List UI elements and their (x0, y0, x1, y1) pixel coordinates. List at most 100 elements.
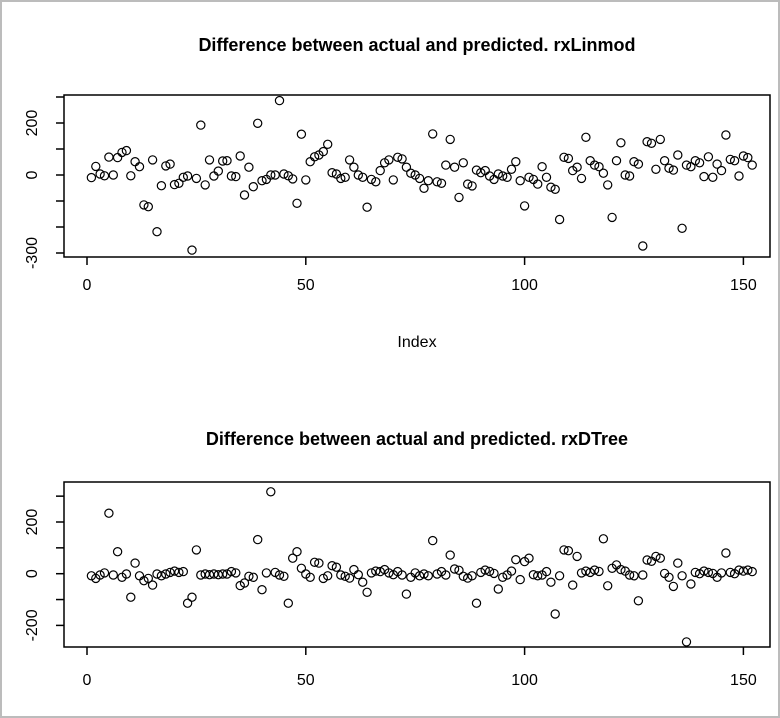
data-point (384, 568, 394, 578)
data-point (169, 179, 180, 190)
data-point (559, 545, 569, 555)
data-point (419, 183, 429, 193)
data-point (358, 577, 368, 587)
data-point (323, 139, 333, 149)
data-point (222, 155, 232, 166)
data-point (655, 134, 666, 145)
data-point (502, 172, 512, 182)
data-point (187, 592, 197, 602)
data-point (568, 580, 578, 590)
data-point (336, 173, 346, 184)
data-point (554, 571, 565, 581)
data-point (441, 570, 451, 580)
data-point (673, 558, 683, 568)
x-tick-label: 150 (730, 672, 757, 689)
data-point (344, 155, 355, 165)
data-point (589, 160, 600, 170)
data-point (489, 568, 499, 579)
data-point (305, 572, 315, 582)
chart-title-rxlinmod: Difference between actual and predicted.… (198, 35, 636, 55)
data-point (388, 175, 398, 185)
data-point (257, 175, 267, 186)
data-point (401, 589, 412, 599)
data-point (139, 575, 149, 586)
data-point (362, 202, 372, 212)
data-point (585, 567, 595, 578)
data-point (598, 168, 609, 178)
data-point (366, 568, 377, 578)
data-point (174, 567, 184, 578)
data-point (546, 577, 556, 587)
data-point (371, 177, 381, 187)
data-point (716, 165, 727, 176)
data-point (288, 553, 298, 563)
data-point (239, 578, 250, 588)
data-point (235, 151, 245, 161)
y-tick-label: -300 (24, 237, 41, 269)
data-point (480, 565, 490, 575)
data-point (314, 558, 324, 568)
data-point (668, 581, 679, 592)
data-point (681, 637, 692, 647)
data-point (506, 164, 517, 174)
data-point (191, 545, 202, 555)
data-point (419, 569, 429, 579)
data-point (104, 152, 114, 162)
data-point (668, 165, 679, 175)
data-point (563, 545, 574, 556)
data-point (196, 120, 206, 130)
data-point (143, 573, 153, 584)
data-point (274, 570, 285, 580)
data-point (743, 152, 753, 163)
data-point (515, 175, 525, 186)
data-point (340, 172, 350, 182)
data-point (126, 592, 136, 602)
data-point (699, 171, 709, 182)
y-axis-ticks: 200 0 -300 (24, 96, 64, 269)
data-point (248, 572, 258, 582)
x-axis-label-index: Index (397, 334, 437, 351)
data-point (305, 156, 315, 167)
data-point (445, 550, 455, 560)
data-point (217, 569, 228, 579)
data-point (725, 154, 736, 165)
data-point (703, 152, 714, 162)
data-points (86, 95, 757, 255)
plot-box (63, 94, 771, 258)
data-point (134, 571, 145, 581)
data-point (231, 171, 241, 182)
data-point (209, 171, 219, 181)
data-point (633, 596, 644, 606)
data-point (336, 570, 346, 580)
data-point (252, 534, 263, 545)
data-point (178, 566, 188, 577)
data-point (147, 155, 158, 165)
data-point (91, 161, 101, 172)
data-point (690, 155, 701, 166)
data-point (266, 170, 276, 180)
data-point (309, 557, 320, 567)
data-point (182, 598, 193, 608)
data-point (458, 158, 468, 168)
data-point (664, 163, 674, 173)
data-point (406, 168, 416, 178)
data-point (594, 566, 604, 577)
data-point (414, 173, 425, 184)
data-point (673, 150, 683, 160)
data-point (449, 162, 460, 172)
data-point (266, 487, 276, 497)
data-point (209, 569, 219, 579)
data-point (349, 162, 359, 172)
data-point (550, 609, 560, 619)
data-point (309, 152, 320, 162)
data-point (283, 598, 293, 608)
data-point (524, 553, 534, 563)
data-point (134, 161, 145, 172)
data-point (204, 569, 215, 580)
data-point (616, 138, 626, 148)
data-point (449, 564, 460, 574)
data-point (725, 567, 736, 578)
data-point (323, 571, 333, 581)
data-point (217, 156, 228, 166)
